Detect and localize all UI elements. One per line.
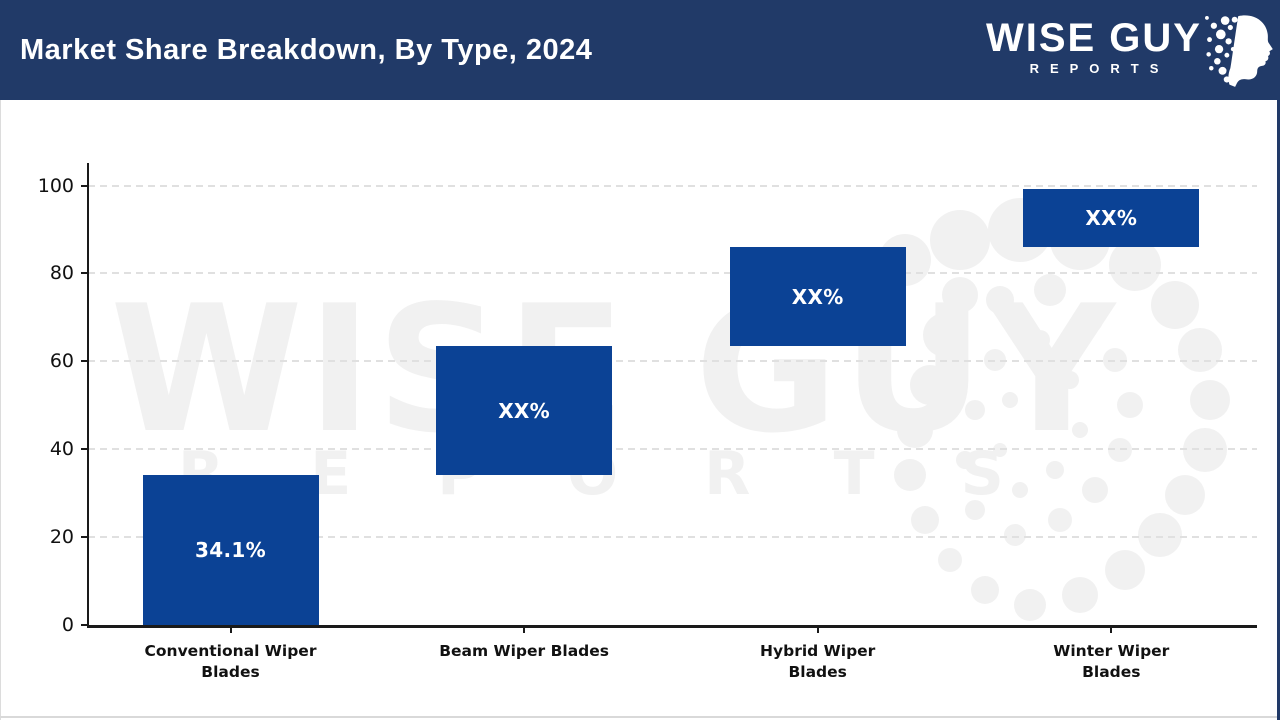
x-tick-mark: [816, 627, 819, 633]
plot-area: WISE GUY REPORTS: [0, 100, 1280, 720]
bar: XX%: [729, 247, 906, 346]
x-category-label: Beam Wiper Blades: [439, 642, 609, 660]
bar: XX%: [436, 345, 613, 476]
grid-line: [88, 448, 1257, 451]
bottom-hairline: [0, 716, 1277, 718]
grid-line: [88, 536, 1257, 539]
left-hairline: [0, 100, 1, 720]
x-tick-mark: [229, 627, 232, 633]
x-category-label: Winter Wiper Blades: [1053, 642, 1170, 681]
y-tick-label: 40: [49, 438, 74, 461]
logo-face-icon: [1205, 15, 1273, 87]
y-tick-mark: [81, 536, 88, 539]
grid-line: [88, 360, 1257, 363]
logo-subtitle: REPORTS: [1029, 61, 1170, 76]
wise-guy-logo: WISE GUY REPORTS: [986, 16, 1202, 76]
y-tick-label: 60: [49, 350, 74, 373]
bar-value-label: 34.1%: [195, 538, 266, 563]
chart-title: Market Share Breakdown, By Type, 2024: [20, 33, 593, 66]
bar: XX%: [1023, 188, 1200, 248]
x-axis-spine: [87, 625, 1257, 628]
y-tick-mark: [81, 272, 88, 275]
logo-wordmark: WISE GUY: [985, 16, 1202, 60]
y-tick-label: 0: [61, 614, 74, 636]
bar-value-label: XX%: [498, 398, 550, 423]
y-tick-label: 20: [49, 526, 74, 549]
grid-line: [88, 272, 1257, 275]
header-bar: Market Share Breakdown, By Type, 2024 WI…: [0, 0, 1280, 100]
watermark-wordmark: WISE GUY: [110, 269, 1119, 472]
bar-value-label: XX%: [1085, 205, 1138, 230]
bar: 34.1%: [142, 475, 319, 625]
grid-line: [88, 184, 1257, 187]
watermark-face-dots: [879, 198, 1230, 621]
right-frame-border: [1277, 0, 1280, 720]
y-tick-label: 100: [37, 174, 74, 197]
bar-value-label: XX%: [791, 284, 844, 309]
y-axis-spine: [87, 163, 89, 627]
x-tick-mark: [523, 627, 526, 633]
y-tick-mark: [81, 184, 88, 187]
x-category-label: Hybrid Wiper Blades: [760, 642, 876, 681]
x-tick-mark: [1110, 627, 1113, 633]
y-tick-mark: [81, 448, 88, 451]
y-tick-mark: [81, 360, 88, 363]
x-category-label: Conventional Wiper Blades: [144, 642, 317, 681]
y-tick-label: 80: [49, 262, 74, 285]
y-tick-mark: [81, 624, 88, 626]
